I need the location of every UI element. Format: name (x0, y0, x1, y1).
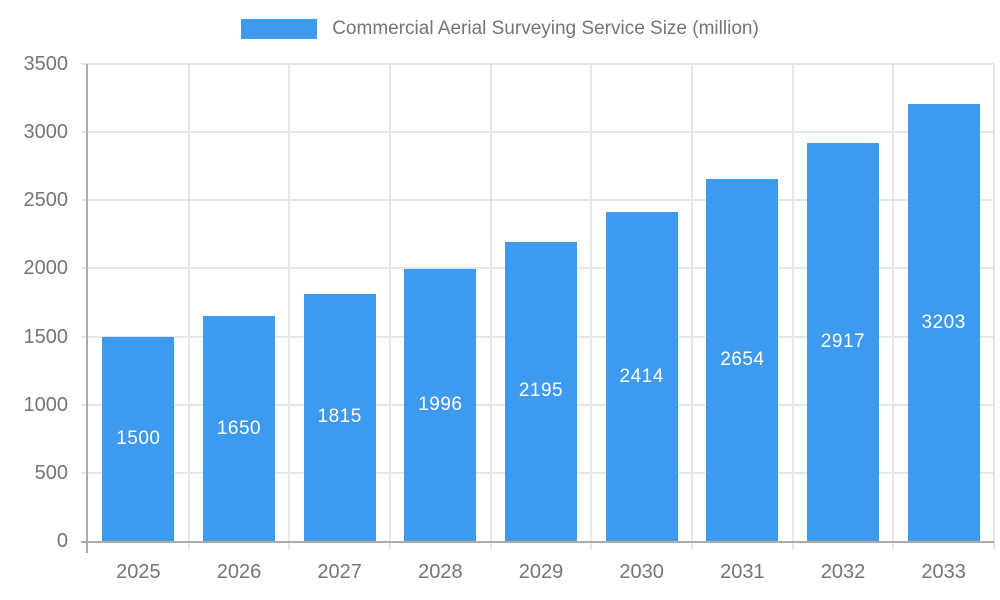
bar-2029: 2195 (505, 241, 577, 541)
bar-value-label: 3203 (921, 311, 966, 333)
y-tick-label-2500: 2500 (23, 189, 69, 212)
bar-2032: 2917 (807, 143, 879, 541)
x-tick-label-2027: 2027 (317, 561, 362, 583)
bar-2027: 1815 (303, 293, 376, 541)
bar-value-label: 2195 (518, 380, 564, 402)
y-tick-label-3500: 3500 (23, 53, 69, 75)
y-tick-label-2000: 2000 (23, 257, 69, 280)
bar-2033: 3203 (907, 104, 980, 541)
h-gridline-3500 (81, 63, 994, 65)
x-tick-label-2032: 2032 (820, 561, 866, 583)
x-axis-line (81, 541, 994, 543)
v-gridline (590, 64, 593, 549)
x-tick-label-2030: 2030 (619, 561, 664, 583)
bar-value-label: 2917 (820, 331, 866, 353)
legend-swatch (241, 19, 318, 39)
v-gridline (892, 64, 895, 549)
plot-area: 1500 1650 1815 1996 2195 2414 2654 2917 3203 (81, 63, 995, 553)
bar-2031: 2654 (706, 179, 779, 541)
v-gridline (791, 64, 794, 549)
v-gridline (691, 64, 693, 549)
y-tick-label-3000: 3000 (23, 121, 69, 144)
x-tick-label-2025: 2025 (116, 561, 161, 583)
h-gridline-3000 (81, 131, 994, 134)
x-tick-label-2029: 2029 (518, 561, 564, 583)
y-tick-label-1000: 1000 (23, 393, 69, 416)
bar-2025: 1500 (102, 336, 175, 541)
y-axis-labels: 0 500 1000 1500 2000 2500 3000 3500 (0, 53, 69, 552)
y-tick-label-500: 500 (34, 461, 68, 484)
v-gridline (187, 64, 190, 549)
v-gridline (389, 64, 391, 549)
x-tick-label-2033: 2033 (921, 561, 966, 583)
y-axis-line (86, 64, 88, 553)
y-tick-label-1500: 1500 (23, 325, 69, 348)
bar-2030: 2414 (605, 212, 678, 541)
bar-value-label: 2414 (619, 365, 664, 387)
chart-legend: Commercial Aerial Surveying Service Size… (0, 16, 1000, 42)
x-tick-label-2031: 2031 (720, 561, 765, 583)
bar-value-label: 1650 (216, 417, 262, 439)
v-gridline (993, 64, 995, 549)
x-axis-labels: 2025 2026 2027 2028 2029 2030 2031 2032 2033 (88, 559, 994, 589)
v-gridline (288, 64, 291, 549)
x-tick-label-2026: 2026 (216, 561, 262, 583)
bar-2028: 1996 (404, 268, 477, 541)
x-tick-label-2028: 2028 (418, 561, 463, 583)
v-gridline (489, 64, 492, 549)
bar-value-label: 1996 (418, 393, 463, 415)
bar-value-label: 2654 (720, 349, 765, 371)
bar-value-label: 1815 (317, 406, 362, 428)
h-gridline-2500 (81, 199, 994, 202)
legend-label: Commercial Aerial Surveying Service Size… (332, 18, 759, 39)
y-tick-label-0: 0 (56, 530, 68, 552)
bar-2026: 1650 (203, 316, 275, 541)
bar-value-label: 1500 (116, 427, 161, 449)
